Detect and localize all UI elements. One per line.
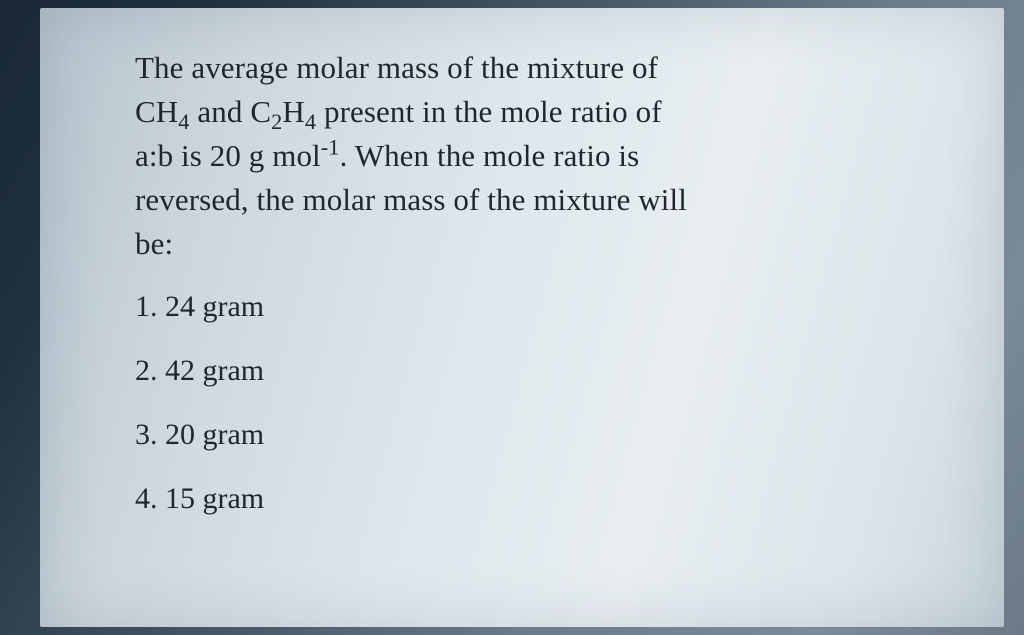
option-2: 2. 42 gram: [135, 356, 914, 386]
option-text: 15 gram: [165, 482, 264, 515]
question-line2-rest: present in the mole ratio of: [324, 94, 662, 129]
option-number: 2.: [135, 354, 158, 387]
exponent-neg1: -1: [321, 138, 340, 173]
question-and: and: [197, 94, 250, 129]
question-line3-part1: a:b is 20 g mol: [135, 138, 321, 173]
question-block: The average molar mass of the mixture of…: [135, 46, 914, 266]
options-block: 1. 24 gram 2. 42 gram 3. 20 gram 4. 15 g…: [135, 292, 914, 514]
option-text: 42 gram: [165, 354, 264, 387]
option-3: 3. 20 gram: [135, 420, 914, 450]
option-number: 3.: [135, 418, 158, 451]
option-number: 4.: [135, 482, 158, 515]
option-number: 1.: [135, 290, 158, 323]
option-text: 24 gram: [165, 290, 264, 323]
formula-ch4: CH4: [135, 94, 190, 129]
question-line4: reversed, the molar mass of the mixture …: [135, 182, 687, 217]
option-text: 20 gram: [165, 418, 264, 451]
option-1: 1. 24 gram: [135, 292, 914, 322]
option-4: 4. 15 gram: [135, 484, 914, 514]
question-line1: The average molar mass of the mixture of: [135, 50, 658, 85]
page-surface: The average molar mass of the mixture of…: [40, 8, 1004, 627]
question-line5: be:: [135, 226, 173, 261]
formula-c2h4: C2H4: [250, 94, 316, 129]
question-line3-rest: . When the mole ratio is: [340, 138, 640, 173]
